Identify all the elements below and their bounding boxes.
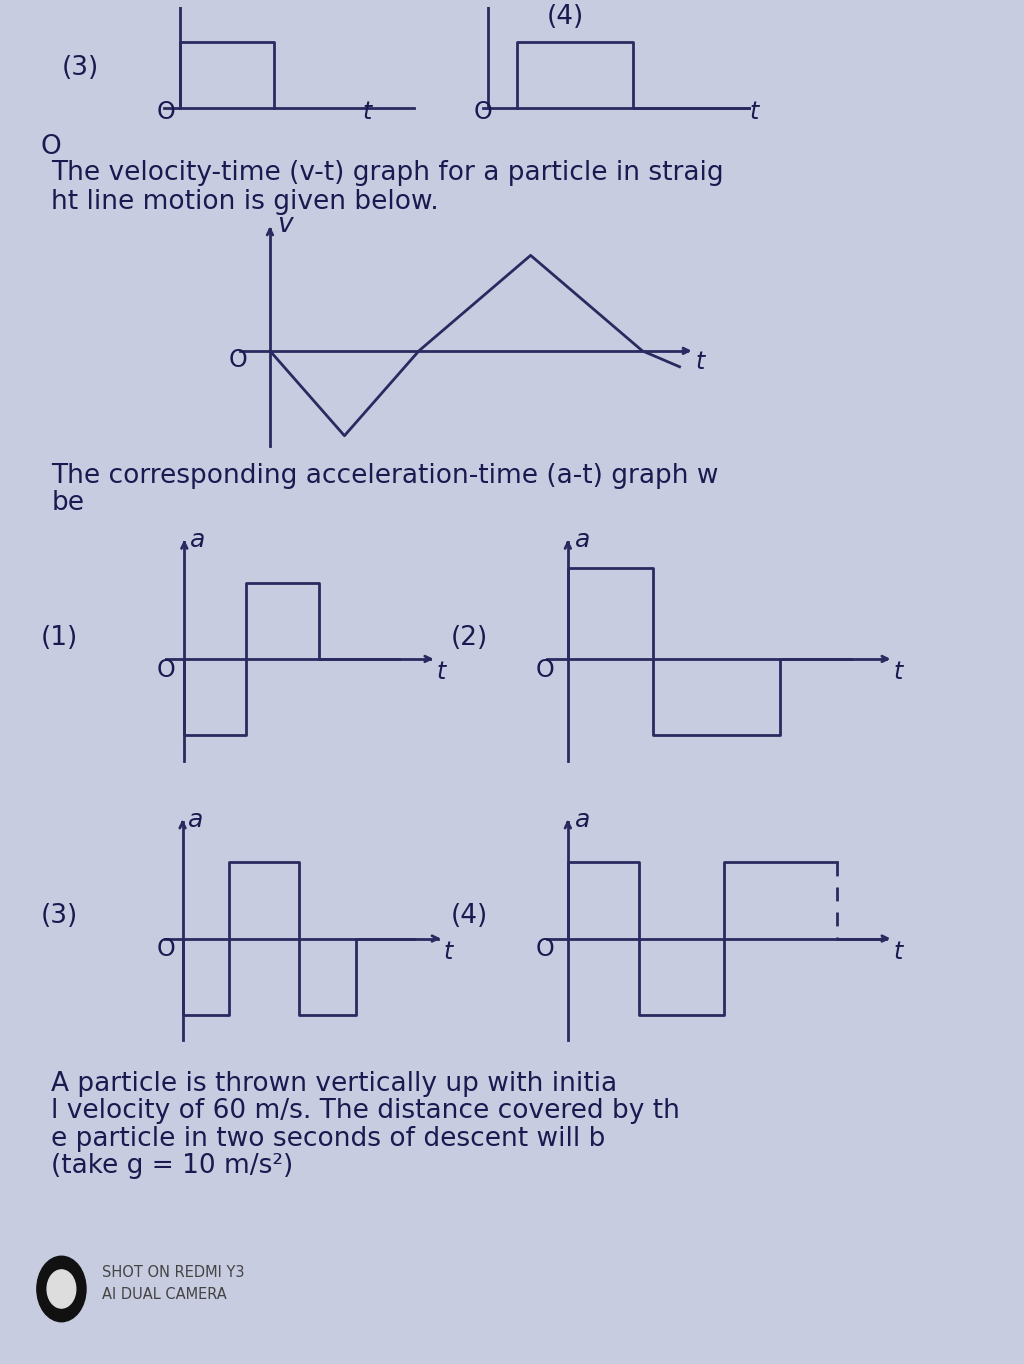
Text: ht line motion is given below.: ht line motion is given below. bbox=[51, 188, 439, 214]
Text: t: t bbox=[443, 940, 453, 964]
Text: (4): (4) bbox=[451, 903, 487, 929]
Text: The corresponding acceleration-time (a-t) graph w: The corresponding acceleration-time (a-t… bbox=[51, 462, 719, 488]
Text: O: O bbox=[157, 937, 175, 962]
Text: (4): (4) bbox=[547, 4, 584, 30]
Text: t: t bbox=[362, 100, 372, 124]
Text: (3): (3) bbox=[61, 55, 98, 80]
Text: O: O bbox=[536, 657, 555, 682]
Text: t: t bbox=[696, 351, 706, 374]
Text: O: O bbox=[157, 100, 175, 124]
Text: a: a bbox=[574, 528, 590, 552]
Text: a: a bbox=[188, 807, 204, 832]
Text: t: t bbox=[436, 660, 445, 685]
Text: t: t bbox=[750, 100, 759, 124]
Text: AI DUAL CAMERA: AI DUAL CAMERA bbox=[102, 1286, 227, 1301]
Text: v: v bbox=[278, 211, 293, 237]
Text: O: O bbox=[229, 348, 248, 372]
Text: t: t bbox=[893, 660, 902, 685]
Text: a: a bbox=[574, 807, 590, 832]
Text: The velocity-time (v-t) graph for a particle in straig: The velocity-time (v-t) graph for a part… bbox=[51, 160, 724, 186]
Text: (take g = 10 m/s²): (take g = 10 m/s²) bbox=[51, 1153, 294, 1178]
Text: be: be bbox=[51, 490, 84, 516]
Text: t: t bbox=[893, 940, 902, 964]
Text: SHOT ON REDMI Y3: SHOT ON REDMI Y3 bbox=[102, 1264, 245, 1279]
Text: A particle is thrown vertically up with initia: A particle is thrown vertically up with … bbox=[51, 1071, 617, 1097]
Text: l velocity of 60 m/s. The distance covered by th: l velocity of 60 m/s. The distance cover… bbox=[51, 1098, 680, 1124]
Text: e particle in two seconds of descent will b: e particle in two seconds of descent wil… bbox=[51, 1125, 605, 1151]
Text: O: O bbox=[41, 134, 61, 160]
Text: O: O bbox=[474, 100, 493, 124]
Text: (1): (1) bbox=[41, 625, 78, 651]
Text: a: a bbox=[190, 528, 206, 552]
Text: O: O bbox=[536, 937, 555, 962]
Text: O: O bbox=[157, 657, 175, 682]
Text: (3): (3) bbox=[41, 903, 78, 929]
Text: (2): (2) bbox=[451, 625, 487, 651]
